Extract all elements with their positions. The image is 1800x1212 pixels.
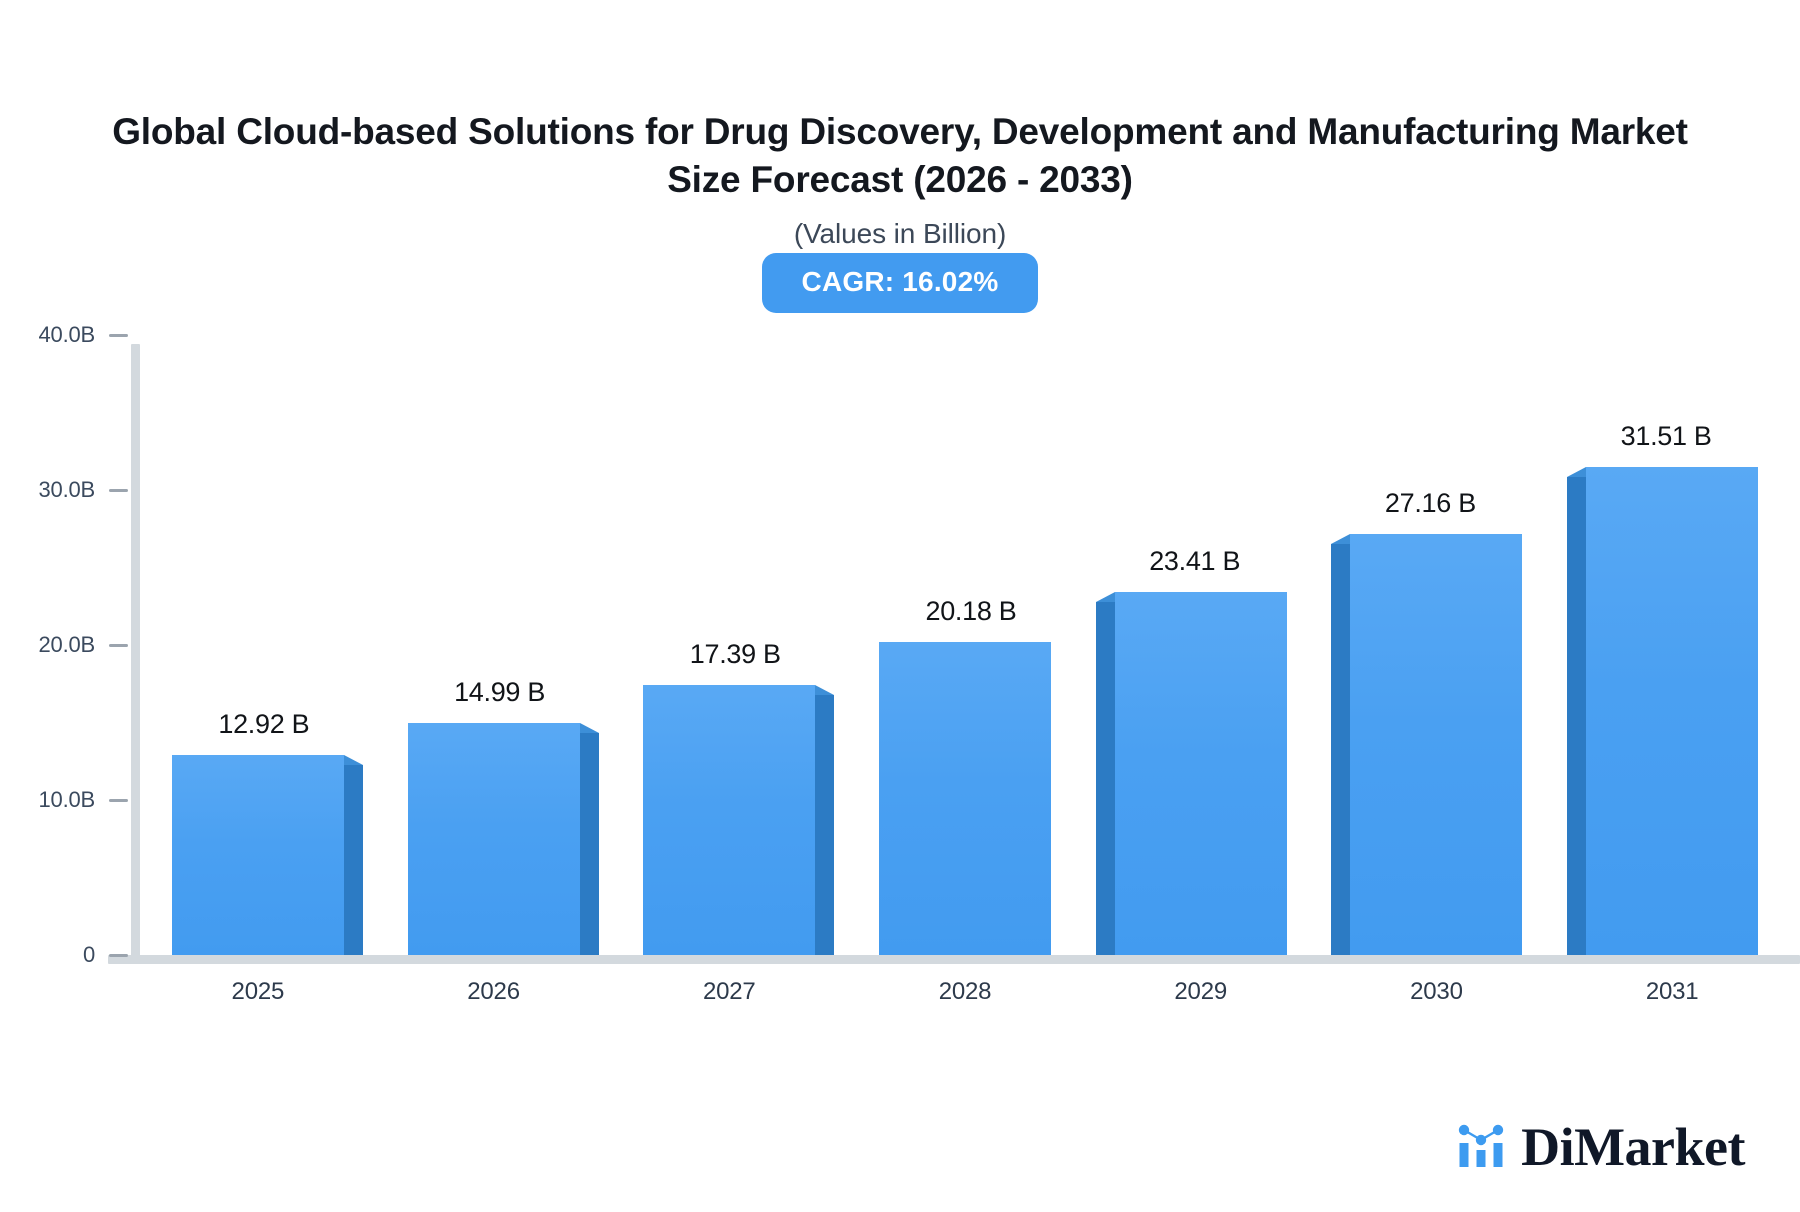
y-axis-tick-label: 10.0B bbox=[38, 787, 96, 812]
bar-item[interactable] bbox=[643, 335, 835, 955]
y-axis-tick: 30.0B bbox=[0, 477, 128, 502]
x-axis-label: 2029 bbox=[1174, 978, 1227, 1005]
x-axis-labels: 2025 2026 2027 2028 2029 2030 2031 bbox=[140, 978, 1790, 1018]
y-axis-tick-label: 0 bbox=[82, 942, 95, 967]
bar-top-bevel bbox=[815, 685, 835, 696]
y-axis-tick: 0 bbox=[0, 942, 128, 967]
bar-front-face bbox=[171, 754, 344, 955]
y-axis-line bbox=[131, 344, 140, 963]
x-axis-label: 2026 bbox=[467, 978, 520, 1005]
bar-side-face bbox=[1095, 602, 1115, 955]
bar-series: 12.92 B 14.99 B 17.39 B 20.18 B 23.41 B 27.16… bbox=[140, 330, 1790, 960]
y-axis-tick-mark bbox=[109, 953, 128, 957]
bar-item[interactable] bbox=[407, 335, 599, 955]
logo-text: DiMarket bbox=[1521, 1117, 1745, 1177]
bar-front-face bbox=[1114, 592, 1287, 955]
x-axis-label: 2025 bbox=[231, 978, 285, 1005]
x-axis-baseline bbox=[108, 955, 1800, 964]
y-axis-tick-mark bbox=[109, 643, 128, 647]
cagr-badge: CAGR: 16.02% bbox=[761, 253, 1039, 313]
y-axis-tick: 40.0B bbox=[0, 322, 128, 347]
bar-side-face bbox=[343, 764, 363, 955]
cagr-badge-container: CAGR: 16.02% bbox=[0, 253, 1800, 313]
bar-chart-logo-icon bbox=[1455, 1121, 1507, 1174]
bar-front-face bbox=[1350, 534, 1523, 955]
y-axis-tick: 20.0B bbox=[0, 632, 128, 657]
bar-front-face bbox=[643, 685, 816, 955]
y-axis-tick-mark bbox=[109, 333, 128, 337]
bar-item[interactable] bbox=[879, 335, 1051, 955]
page-title: Global Cloud-based Solutions for Drug Di… bbox=[112, 111, 1688, 201]
x-axis-label: 2031 bbox=[1645, 978, 1699, 1005]
y-axis-tick-mark bbox=[109, 798, 128, 802]
bar-value-label: 27.16 B bbox=[1384, 488, 1476, 519]
x-axis-label: 2027 bbox=[702, 978, 756, 1005]
y-axis-tick: 10.0B bbox=[0, 787, 128, 812]
bar-value-label: 20.18 B bbox=[925, 596, 1017, 627]
chart-subtitle: (Values in Billion) bbox=[793, 218, 1007, 250]
bar-item[interactable] bbox=[1095, 335, 1287, 955]
plot-area: 0 10.0B 20.0B 30.0B 40.0B 12.92 B 14.99 B 17.3… bbox=[0, 322, 1800, 1005]
y-axis-tick-mark bbox=[109, 488, 128, 492]
bar-front-face bbox=[407, 722, 580, 955]
bar-value-label: 23.41 B bbox=[1149, 546, 1241, 577]
x-axis-label: 2028 bbox=[938, 978, 992, 1005]
bar-top-bevel bbox=[343, 754, 363, 765]
bar-item[interactable] bbox=[1567, 335, 1759, 955]
bar-value-label: 17.39 B bbox=[689, 639, 781, 670]
bar-side-face bbox=[1567, 476, 1587, 955]
bar-top-bevel bbox=[1567, 466, 1587, 477]
bar-value-label: 12.92 B bbox=[218, 708, 310, 739]
bar-top-bevel bbox=[1331, 534, 1351, 545]
bar-side-face bbox=[579, 732, 599, 955]
bar-front-face bbox=[1586, 466, 1759, 955]
bar-side-face bbox=[815, 695, 835, 955]
bar-top-bevel bbox=[1095, 592, 1115, 603]
y-axis-tick-label: 20.0B bbox=[38, 632, 96, 657]
bar-side-face bbox=[1331, 544, 1351, 955]
bar-item[interactable] bbox=[171, 335, 363, 955]
y-axis-tick-label: 30.0B bbox=[38, 477, 96, 502]
x-axis-label: 2030 bbox=[1410, 978, 1463, 1005]
bar-top-bevel bbox=[579, 722, 599, 733]
brand-logo: DiMarket bbox=[1455, 1120, 1745, 1174]
bar-front-face bbox=[879, 642, 1051, 955]
y-axis-tick-label: 40.0B bbox=[38, 322, 96, 347]
chart-header: Global Cloud-based Solutions for Drug Di… bbox=[0, 108, 1800, 250]
bar-item[interactable] bbox=[1331, 335, 1523, 955]
bar-value-label: 14.99 B bbox=[454, 676, 546, 707]
bar-value-label: 31.51 B bbox=[1620, 420, 1712, 451]
